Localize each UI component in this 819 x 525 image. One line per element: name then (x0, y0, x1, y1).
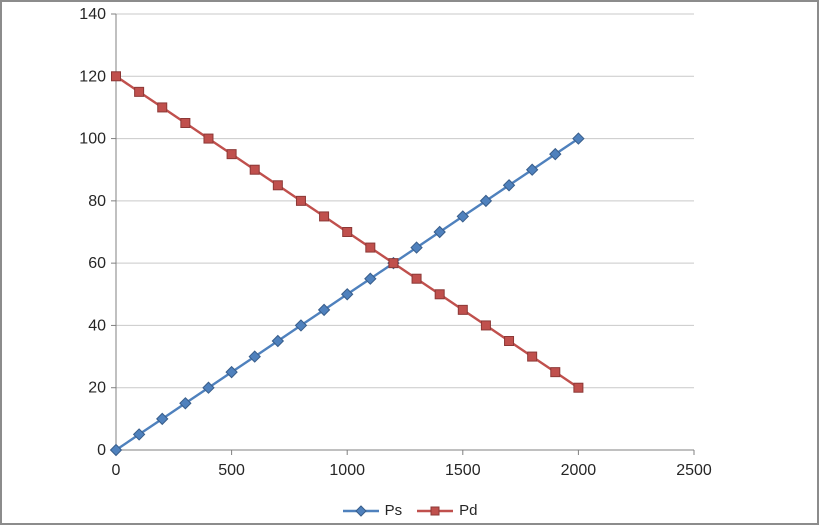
y-tick-label: 80 (88, 193, 106, 210)
diamond-marker (410, 241, 423, 254)
square-marker (272, 180, 283, 191)
square-marker (157, 102, 168, 113)
diamond-marker (225, 365, 238, 379)
diamond-marker (354, 504, 367, 517)
diamond-marker (479, 194, 493, 208)
square-marker (134, 86, 145, 97)
square-marker (411, 273, 422, 284)
diamond-marker (109, 443, 123, 457)
diamond-marker (340, 288, 354, 301)
square-marker (434, 289, 445, 300)
diamond-marker (156, 412, 169, 426)
x-tick-label: 1000 (329, 462, 365, 479)
series-Ps (109, 132, 585, 457)
square-marker (430, 506, 440, 515)
diamond-marker (433, 225, 446, 239)
diamond-legend-marker-icon (342, 504, 379, 517)
square-marker (249, 164, 260, 175)
diamond-marker (317, 303, 331, 317)
square-marker (457, 304, 468, 315)
square-marker (504, 336, 515, 346)
y-tick-label: 140 (79, 6, 106, 23)
legend-label: Ps (384, 502, 403, 519)
y-tick-label: 0 (97, 442, 106, 459)
diamond-marker (179, 397, 192, 410)
square-marker (388, 258, 399, 269)
diamond-marker (271, 334, 285, 348)
x-tick-label: 2500 (676, 462, 712, 479)
legend-item-Ps[interactable]: Ps (342, 502, 403, 519)
y-tick-label: 120 (79, 68, 106, 85)
diamond-marker (294, 319, 308, 332)
diamond-marker (502, 179, 516, 192)
diamond-marker (132, 428, 146, 441)
gridlines (116, 13, 694, 389)
square-marker (550, 367, 561, 378)
diamond-marker (202, 381, 215, 394)
y-tick-label: 20 (88, 380, 106, 397)
diamond-marker (364, 272, 377, 285)
square-marker (365, 242, 376, 253)
square-marker (295, 195, 306, 206)
square-marker (111, 71, 121, 82)
x-tick-label: 0 (112, 462, 121, 479)
x-tick-label: 2000 (561, 462, 597, 479)
axis-ticks: 0 500 1000 1500 2000 2500 0 20 40 60 80 100 120 140 (79, 6, 712, 479)
x-tick-label: 500 (218, 462, 245, 479)
diamond-marker (248, 350, 261, 363)
diamond-marker (549, 147, 562, 161)
y-tick-label: 60 (88, 255, 106, 272)
square-marker (480, 320, 491, 331)
legend-label: Pd (459, 502, 478, 519)
diamond-marker (456, 210, 470, 223)
y-tick-label: 40 (88, 317, 106, 334)
square-marker (319, 211, 330, 222)
x-tick-label: 1500 (445, 462, 481, 479)
y-tick-label: 100 (79, 131, 106, 148)
diamond-marker (525, 163, 539, 176)
square-marker (527, 351, 538, 362)
chart-legend: Ps Pd (2, 502, 817, 519)
square-marker (203, 133, 214, 144)
square-marker (180, 118, 191, 128)
square-marker (342, 227, 353, 237)
square-marker (226, 149, 237, 160)
square-legend-marker-icon (417, 506, 454, 515)
square-marker (573, 382, 584, 393)
diamond-marker (572, 132, 585, 145)
series-Pd (111, 71, 584, 393)
legend-item-Pd[interactable]: Pd (416, 502, 477, 519)
